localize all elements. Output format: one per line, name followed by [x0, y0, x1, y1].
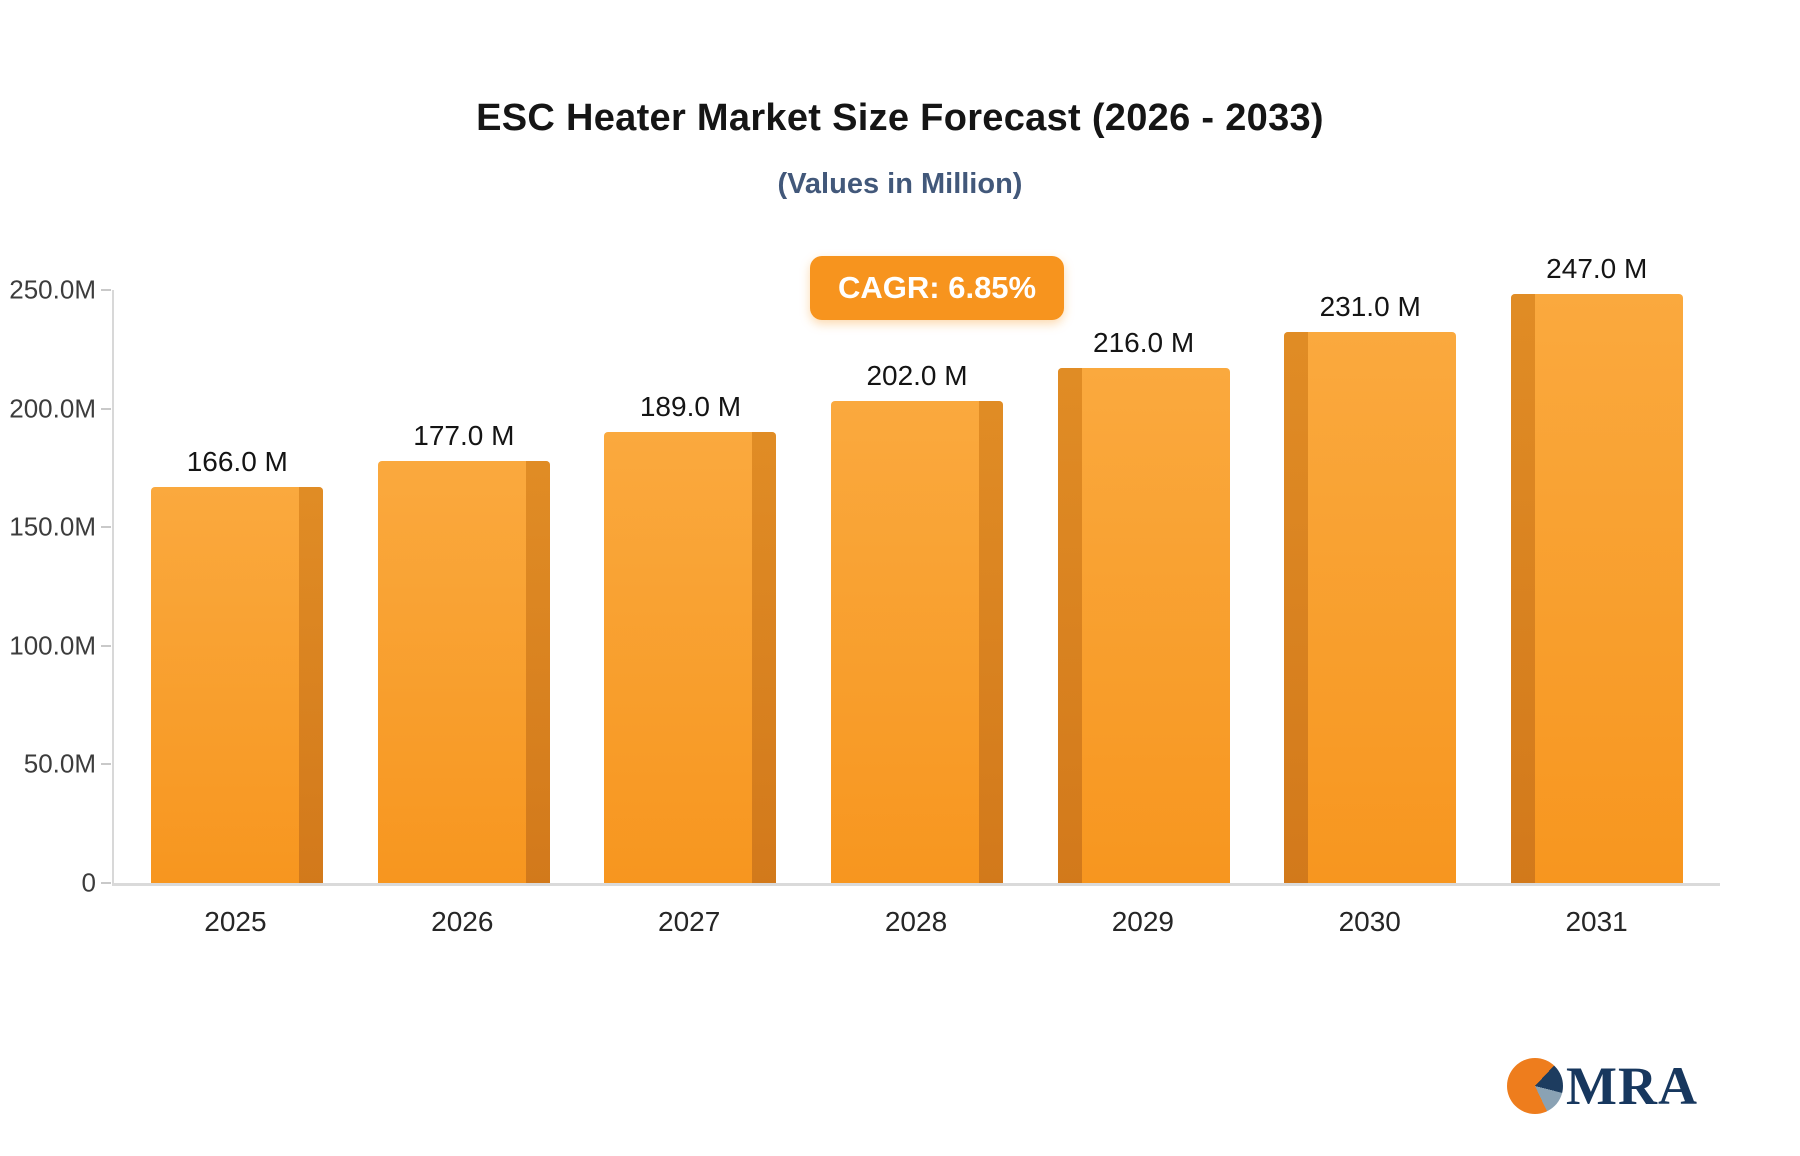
y-tick-label: 150.0M [9, 511, 96, 542]
x-axis-label: 2031 [1565, 906, 1628, 937]
bar-group: 231.0 M [1257, 291, 1484, 883]
y-tick-mark [101, 763, 111, 766]
bar-chart: 0 50.0M 100.0M 150.0M 200.0M 250.0M 166.0 M 17… [9, 253, 1720, 938]
bar-value-label: 177.0 M [413, 420, 515, 452]
x-axis-label: 2027 [658, 906, 721, 937]
page-subtitle: (Values in Million) [777, 168, 1023, 200]
x-axis-label: 2029 [1111, 906, 1175, 937]
x-axis-label: 2026 [431, 906, 494, 937]
bar-group: 247.0 M [1483, 253, 1710, 883]
page-title: ESC Heater Market Size Forecast (2026 - … [476, 97, 1324, 139]
y-tick-mark [101, 526, 111, 529]
bar-2026 [377, 461, 550, 883]
bar-side-shade [979, 401, 1004, 883]
bar-group: 166.0 M [124, 446, 351, 883]
bar-side-shade [1284, 332, 1309, 883]
bar-value-label: 166.0 M [186, 446, 288, 478]
bar-side-shade [1510, 294, 1535, 883]
mra-logo: MRA [1507, 1058, 1698, 1114]
y-tick-label: 0 [81, 867, 96, 898]
bar-2030 [1284, 332, 1457, 883]
bar-2027 [604, 432, 777, 883]
bar-side-shade [525, 461, 550, 883]
bar-2031 [1510, 294, 1683, 883]
y-tick-label: 100.0M [9, 630, 96, 661]
bar-side-shade [299, 487, 324, 883]
x-axis-label: 2030 [1338, 906, 1401, 937]
y-tick-label: 200.0M [9, 393, 96, 424]
bar-value-label: 231.0 M [1319, 291, 1421, 323]
bar-value-label: 189.0 M [639, 391, 742, 423]
cagr-badge: CAGR: 6.85% [810, 256, 1065, 320]
y-tick-mark [101, 289, 111, 291]
mra-logo-text: MRA [1566, 1056, 1698, 1116]
bar-group: 189.0 M [577, 391, 804, 883]
x-axis-label: 2025 [204, 906, 267, 937]
bar-value-label: 202.0 M [866, 360, 968, 392]
x-axis-label: 2028 [884, 906, 948, 937]
bar-value-label: 247.0 M [1546, 253, 1648, 285]
y-tick-mark [101, 644, 111, 647]
y-tick-mark [101, 407, 111, 410]
bars: 166.0 M 177.0 M 189.0 M 202.0 M 216.0 M 231.0… [114, 253, 1720, 883]
bar-value-label: 216.0 M [1093, 327, 1195, 359]
y-tick-label: 250.0M [9, 274, 96, 305]
x-axis: 2025 2026 2027 2028 2029 2030 2031 [112, 906, 1720, 938]
y-tick-mark [101, 882, 111, 884]
y-tick-label: 50.0M [23, 748, 96, 779]
bar-side-shade [752, 432, 777, 883]
bar-2028 [831, 401, 1004, 883]
bar-2025 [151, 487, 324, 883]
bar-group: 177.0 M [351, 420, 578, 883]
bar-side-shade [1057, 368, 1082, 883]
plot-area: 0 50.0M 100.0M 150.0M 200.0M 250.0M 166.0 M 17… [9, 253, 1720, 898]
bar-group: 216.0 M [1030, 327, 1257, 883]
pie-circle-icon [1507, 1058, 1564, 1114]
bar-2029 [1057, 368, 1230, 883]
bar-group: 202.0 M [804, 360, 1031, 883]
